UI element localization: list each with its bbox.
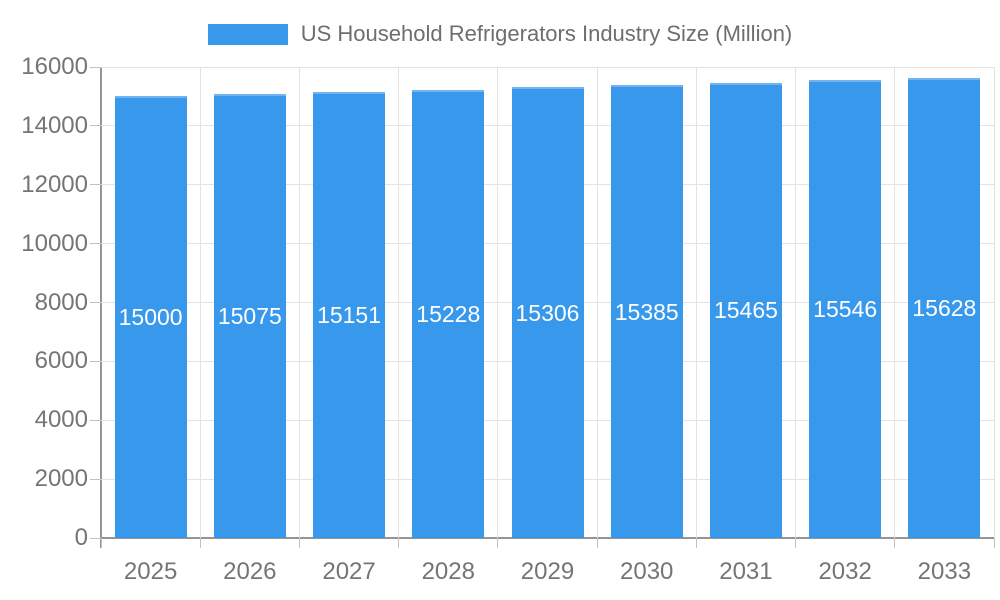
x-gridline (993, 67, 995, 538)
x-axis-label: 2030 (620, 558, 674, 585)
y-axis-tick (90, 184, 101, 186)
x-gridline (894, 67, 896, 538)
bar-2033[interactable] (908, 77, 981, 538)
bar-value-label: 15546 (813, 296, 878, 323)
bar-2030[interactable] (610, 85, 683, 538)
bar-2032[interactable] (809, 80, 882, 538)
x-axis-label: 2032 (818, 558, 872, 585)
bar-value-label: 15228 (416, 300, 481, 327)
y-axis-tick (90, 478, 101, 480)
bar-2031[interactable] (709, 82, 782, 538)
bar-value-label: 15151 (317, 301, 382, 328)
chart-legend[interactable]: US Household Refrigerators Industry Size… (0, 21, 1000, 47)
y-axis-label: 12000 (21, 170, 88, 198)
bar-value-label: 15075 (217, 303, 282, 330)
x-axis-tick (795, 538, 797, 548)
bar-value-label: 15000 (118, 304, 183, 331)
y-axis-line (100, 67, 102, 548)
bar-value-label: 15306 (515, 299, 580, 326)
y-axis-label: 14000 (21, 111, 88, 139)
y-axis-label: 0 (74, 524, 88, 551)
x-axis-label: 2029 (520, 558, 575, 585)
x-gridline (199, 67, 201, 538)
x-gridline (795, 67, 797, 538)
bar-2027[interactable] (313, 91, 386, 538)
y-axis-tick (90, 66, 101, 68)
legend-swatch-icon (207, 23, 288, 45)
x-axis-tick (298, 538, 300, 548)
x-axis-label: 2025 (123, 558, 178, 585)
bar-2025[interactable] (114, 96, 187, 538)
x-axis-label: 2031 (719, 558, 773, 585)
legend-series-label: US Household Refrigerators Industry Size… (300, 21, 793, 46)
x-axis-label: 2027 (322, 558, 376, 585)
x-gridline (497, 67, 499, 538)
x-axis-tick (398, 538, 400, 548)
y-axis-label: 6000 (34, 347, 88, 375)
x-axis-label: 2028 (421, 558, 475, 585)
bar-2026[interactable] (213, 94, 286, 538)
y-axis-label: 10000 (21, 229, 88, 257)
x-gridline (298, 67, 300, 538)
x-axis-tick (596, 538, 598, 548)
x-gridline (596, 67, 598, 538)
x-axis-label: 2033 (917, 558, 972, 585)
x-axis-tick (497, 538, 499, 548)
y-axis-label: 8000 (34, 288, 88, 316)
x-axis-tick (695, 538, 697, 548)
x-axis-tick (993, 538, 995, 548)
y-axis-tick (90, 243, 101, 245)
x-axis-tick (199, 538, 201, 548)
x-gridline (695, 67, 697, 538)
x-axis-label: 2026 (223, 558, 277, 585)
bar-2028[interactable] (412, 89, 485, 538)
x-axis-tick (100, 538, 102, 548)
bar-value-label: 15385 (614, 298, 679, 325)
y-axis-label: 2000 (34, 465, 88, 493)
y-axis-label: 4000 (34, 406, 88, 434)
y-axis-tick (90, 537, 101, 539)
x-gridline (398, 67, 400, 538)
x-axis-tick (894, 538, 896, 548)
y-axis-tick (90, 125, 101, 127)
x-axis-line (101, 537, 994, 539)
y-axis-label: 16000 (21, 53, 88, 80)
y-axis-tick (90, 419, 101, 421)
bar-value-label: 15628 (912, 294, 977, 321)
bar-2029[interactable] (511, 87, 584, 538)
y-axis-tick (90, 302, 101, 303)
bar-value-label: 15465 (713, 297, 778, 324)
y-gridline (101, 66, 994, 68)
y-axis-tick (90, 360, 101, 362)
